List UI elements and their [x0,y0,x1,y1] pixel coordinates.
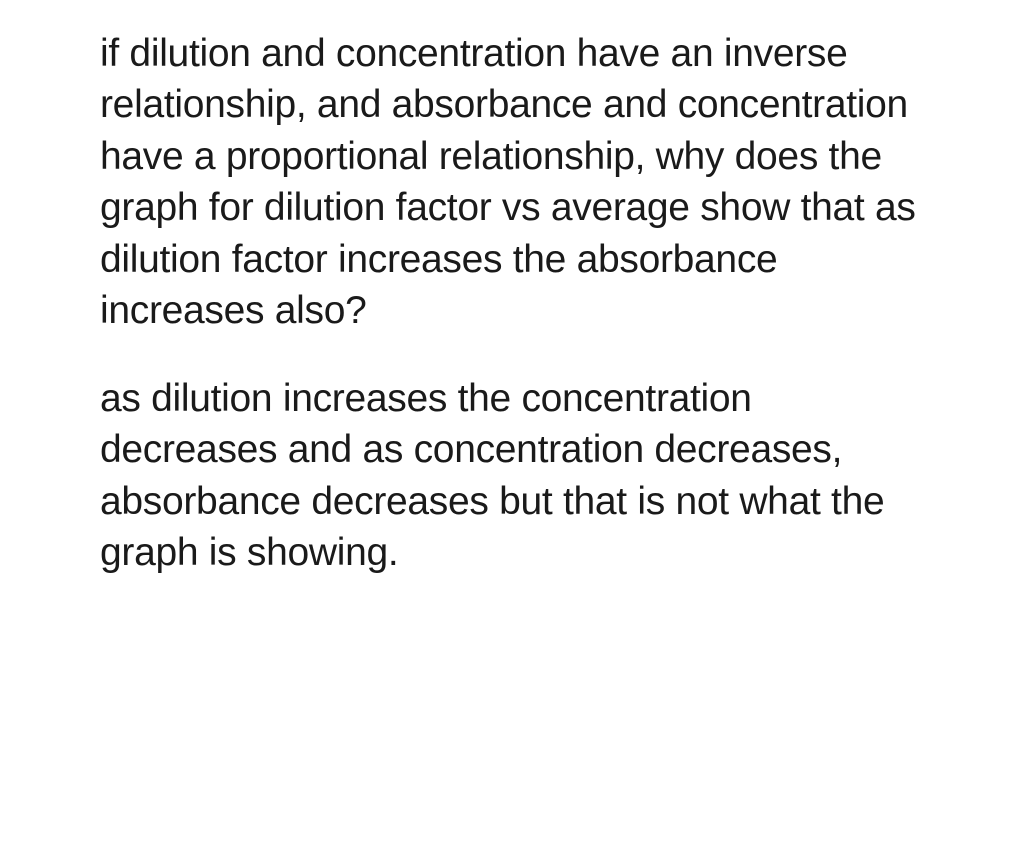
observation-paragraph: as dilution increases the concentration … [100,373,924,579]
question-paragraph: if dilution and concentration have an in… [100,28,924,337]
